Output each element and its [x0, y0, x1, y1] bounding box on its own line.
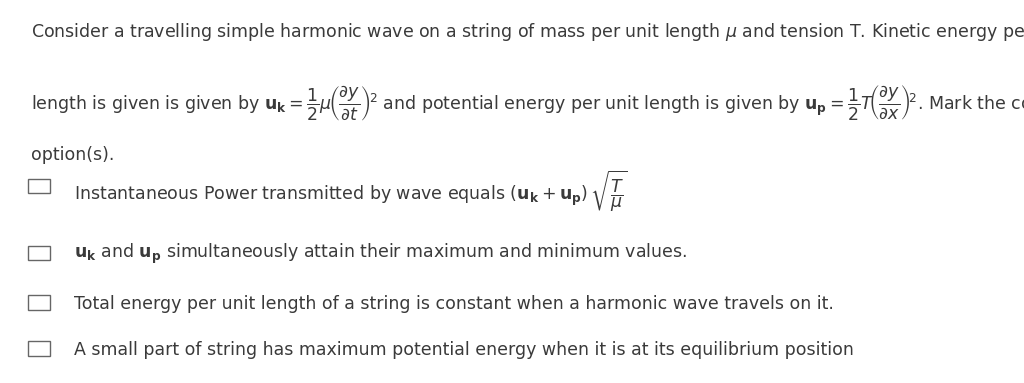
Text: Instantaneous Power transmitted by wave equals $(\mathbf{u_k} + \mathbf{u_p})\,\: Instantaneous Power transmitted by wave …	[74, 168, 628, 214]
FancyBboxPatch shape	[28, 342, 50, 356]
Text: Consider a travelling simple harmonic wave on a string of mass per unit length $: Consider a travelling simple harmonic wa…	[31, 21, 1024, 43]
Text: $\mathbf{u_k}$ and $\mathbf{u_p}$ simultaneously attain their maximum and minimu: $\mathbf{u_k}$ and $\mathbf{u_p}$ simult…	[74, 242, 687, 267]
Text: option(s).: option(s).	[31, 146, 114, 164]
Text: A small part of string has maximum potential energy when it is at its equilibriu: A small part of string has maximum poten…	[74, 341, 854, 359]
FancyBboxPatch shape	[28, 296, 50, 310]
Text: length is given is given by $\mathbf{u_k} = \dfrac{1}{2}\mu\!\left(\dfrac{\parti: length is given is given by $\mathbf{u_k…	[31, 84, 1024, 123]
FancyBboxPatch shape	[28, 178, 50, 193]
Text: Total energy per unit length of a string is constant when a harmonic wave travel: Total energy per unit length of a string…	[74, 295, 834, 313]
FancyBboxPatch shape	[28, 246, 50, 260]
